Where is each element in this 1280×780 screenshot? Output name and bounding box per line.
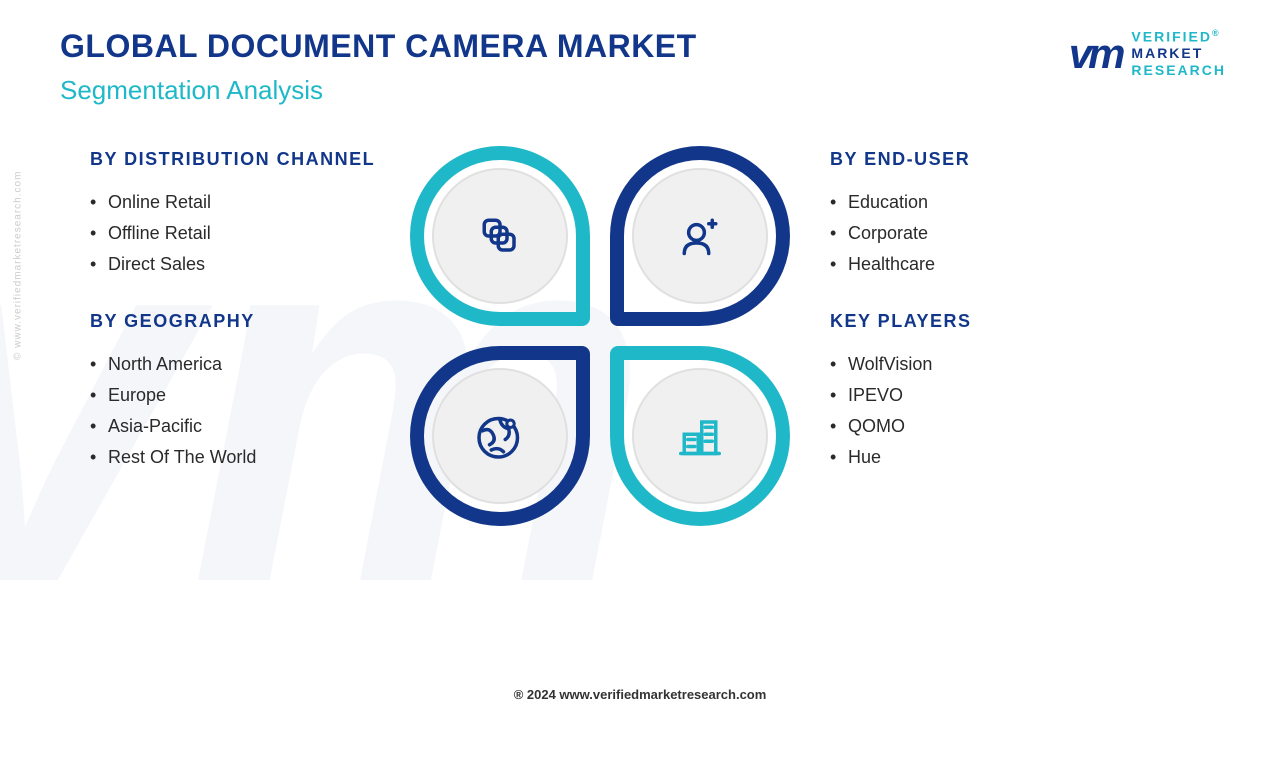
segment-list: Education Corporate Healthcare [830, 187, 1090, 280]
list-item: Offline Retail [90, 218, 410, 249]
list-item: WolfVision [830, 349, 1090, 380]
list-item: Online Retail [90, 187, 410, 218]
segment-list: WolfVision IPEVO QOMO Hue [830, 349, 1090, 473]
footer-copyright: ® 2024 www.verifiedmarketresearch.com [0, 687, 1280, 702]
segment-enduser: BY END-USER Education Corporate Healthca… [830, 146, 1090, 280]
main-content: BY DISTRIBUTION CHANNEL Online Retail Of… [0, 106, 1280, 526]
list-item: Direct Sales [90, 249, 410, 280]
segment-title: BY DISTRIBUTION CHANNEL [90, 146, 410, 173]
list-item: IPEVO [830, 380, 1090, 411]
list-item: North America [90, 349, 410, 380]
layers-icon [472, 208, 528, 264]
globe-icon [472, 408, 528, 464]
segment-list: Online Retail Offline Retail Direct Sale… [90, 187, 410, 280]
segment-list: North America Europe Asia-Pacific Rest O… [90, 349, 410, 473]
segment-keyplayers: KEY PLAYERS WolfVision IPEVO QOMO Hue [830, 308, 1090, 473]
segment-title: KEY PLAYERS [830, 308, 1090, 335]
petal-inner [632, 368, 768, 504]
brand-logo: vm VERIFIED® MARKET RESEARCH [1069, 28, 1226, 79]
segment-title: BY GEOGRAPHY [90, 308, 410, 335]
petal-distribution [410, 146, 590, 326]
segment-geography: BY GEOGRAPHY North America Europe Asia-P… [90, 308, 410, 473]
center-infographic [410, 146, 790, 526]
right-column: BY END-USER Education Corporate Healthca… [790, 146, 1090, 526]
list-item: Healthcare [830, 249, 1090, 280]
user-icon [672, 208, 728, 264]
list-item: Rest Of The World [90, 442, 410, 473]
petal-inner [632, 168, 768, 304]
list-item: Education [830, 187, 1090, 218]
list-item: QOMO [830, 411, 1090, 442]
list-item: Asia-Pacific [90, 411, 410, 442]
petal-enduser [610, 146, 790, 326]
page-title: GLOBAL DOCUMENT CAMERA MARKET [60, 28, 1220, 65]
petal-inner [432, 368, 568, 504]
list-item: Corporate [830, 218, 1090, 249]
petal-keyplayers [610, 346, 790, 526]
left-column: BY DISTRIBUTION CHANNEL Online Retail Of… [90, 146, 410, 526]
logo-text: VERIFIED® MARKET RESEARCH [1131, 28, 1226, 79]
list-item: Europe [90, 380, 410, 411]
petal-geography [410, 346, 590, 526]
logo-mark: vm [1069, 30, 1122, 78]
petal-inner [432, 168, 568, 304]
segment-distribution: BY DISTRIBUTION CHANNEL Online Retail Of… [90, 146, 410, 280]
segment-title: BY END-USER [830, 146, 1090, 173]
building-icon [672, 408, 728, 464]
header: GLOBAL DOCUMENT CAMERA MARKET Segmentati… [0, 0, 1280, 106]
page-subtitle: Segmentation Analysis [60, 75, 1220, 106]
list-item: Hue [830, 442, 1090, 473]
